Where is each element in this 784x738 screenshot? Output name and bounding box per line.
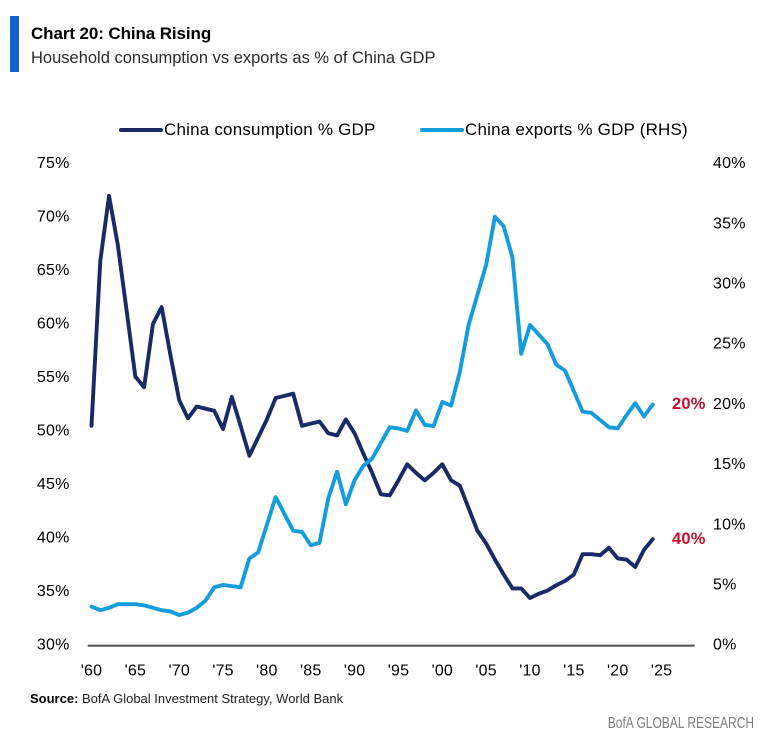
y-right-tick-label: 25% bbox=[713, 336, 746, 353]
y-left-tick-label: 40% bbox=[37, 530, 70, 547]
x-tick-label: '10 bbox=[519, 663, 540, 680]
y-right-tick-label: 10% bbox=[713, 516, 746, 533]
x-tick-label: '00 bbox=[432, 663, 453, 680]
y-left-tick-label: 60% bbox=[37, 316, 70, 333]
legend-label-exports: China exports % GDP (RHS) bbox=[465, 120, 688, 139]
source-label: Source: bbox=[30, 691, 79, 706]
series-line-exports bbox=[89, 214, 655, 617]
brand-text: BofA GLOBAL RESEARCH bbox=[607, 715, 754, 732]
source-line: Source: BofA Global Investment Strategy,… bbox=[30, 691, 343, 706]
legend-item-consumption: China consumption % GDP bbox=[119, 120, 376, 139]
y-axis-right-labels: 40% 35% 30% 25% 20% 15% 10% 5% 0% bbox=[713, 155, 746, 654]
x-tick-label: '15 bbox=[563, 663, 584, 680]
chart-lines bbox=[89, 193, 655, 617]
y-right-tick-label: 20% bbox=[713, 396, 746, 413]
y-right-tick-label: 35% bbox=[713, 215, 746, 232]
legend-label-consumption: China consumption % GDP bbox=[164, 120, 376, 139]
legend-swatch-consumption bbox=[119, 128, 163, 132]
y-left-tick-label: 65% bbox=[37, 262, 70, 279]
y-right-tick-label: 15% bbox=[713, 456, 746, 473]
y-right-tick-label: 0% bbox=[713, 637, 737, 654]
y-right-tick-label: 30% bbox=[713, 276, 746, 293]
y-left-tick-label: 70% bbox=[37, 209, 70, 226]
x-tick-label: '60 bbox=[81, 663, 102, 680]
end-label-consumption: 40% bbox=[672, 529, 706, 548]
x-tick-label: '05 bbox=[475, 663, 496, 680]
y-left-tick-label: 30% bbox=[37, 637, 70, 654]
y-right-tick-label: 40% bbox=[713, 155, 746, 172]
legend-item-exports: China exports % GDP (RHS) bbox=[420, 120, 688, 139]
legend-swatch-exports bbox=[420, 128, 464, 132]
x-tick-label: '80 bbox=[256, 663, 277, 680]
y-left-tick-label: 45% bbox=[37, 476, 70, 493]
x-axis-labels: '60 '65 '70 '75 '80 '85 '90 '95 '00 '05 '10 '15 '20 '… bbox=[81, 663, 672, 680]
y-left-tick-label: 35% bbox=[37, 583, 70, 600]
y-left-tick-label: 75% bbox=[37, 155, 70, 172]
x-tick-label: '75 bbox=[212, 663, 233, 680]
source-text: BofA Global Investment Strategy, World B… bbox=[78, 691, 344, 706]
x-tick-label: '90 bbox=[344, 663, 365, 680]
end-label-exports: 20% bbox=[672, 394, 706, 413]
y-left-tick-label: 50% bbox=[37, 423, 70, 440]
x-tick-label: '70 bbox=[168, 663, 189, 680]
series-line-consumption bbox=[89, 193, 655, 600]
x-tick-label: '85 bbox=[300, 663, 321, 680]
x-tick-label: '95 bbox=[388, 663, 409, 680]
chart-title: Chart 20: China Rising bbox=[31, 24, 212, 43]
x-tick-label: '25 bbox=[651, 663, 672, 680]
y-axis-left-labels: 75% 70% 65% 60% 55% 50% 45% 40% 35% 30% bbox=[37, 155, 70, 654]
chart-subtitle: Household consumption vs exports as % of… bbox=[31, 49, 436, 67]
x-tick-label: '20 bbox=[607, 663, 628, 680]
y-right-tick-label: 5% bbox=[713, 576, 737, 593]
y-left-tick-label: 55% bbox=[37, 369, 70, 386]
title-accent-bar bbox=[10, 16, 19, 72]
x-tick-label: '65 bbox=[125, 663, 146, 680]
